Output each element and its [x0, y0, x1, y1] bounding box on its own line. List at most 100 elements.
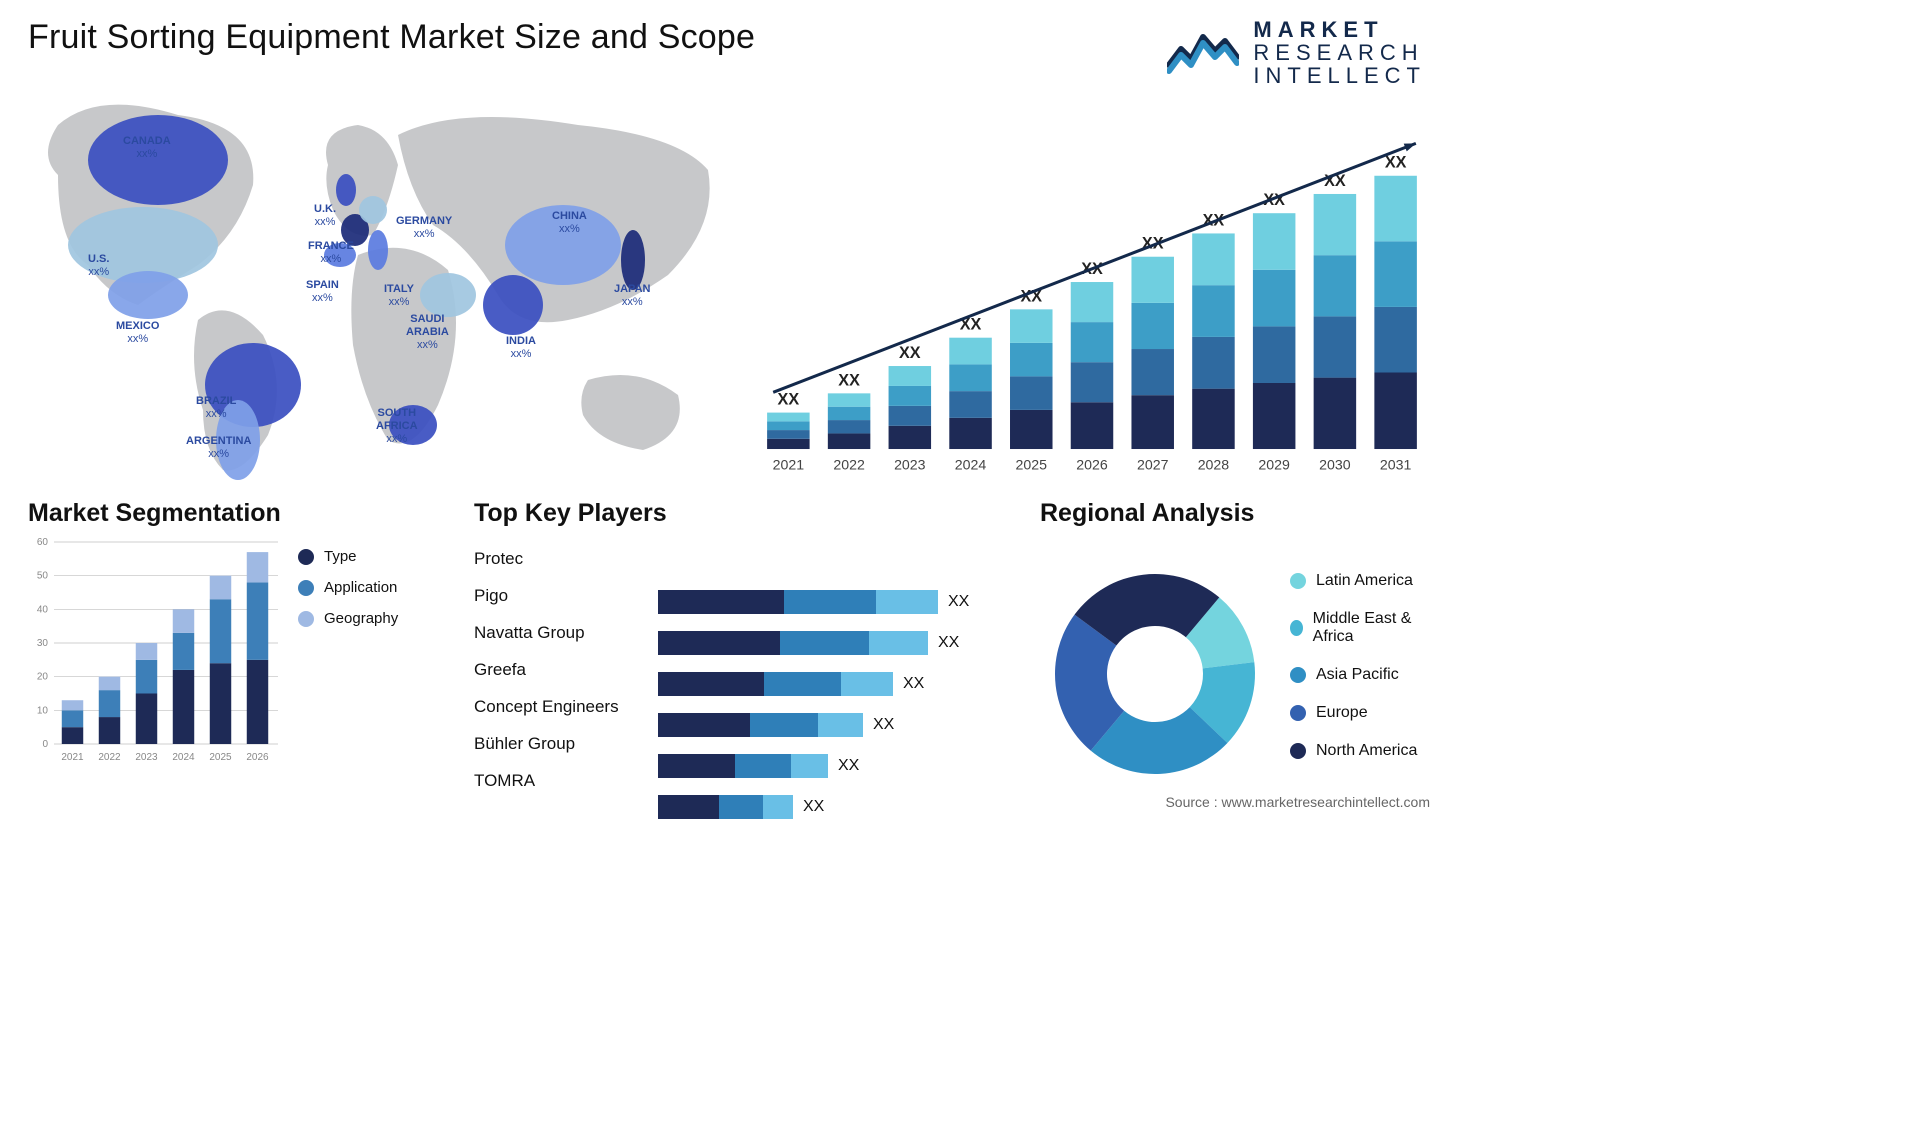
segmentation-title: Market Segmentation: [28, 499, 448, 528]
legend-swatch: [1290, 573, 1306, 589]
map-label-argentina: ARGENTINAxx%: [186, 435, 251, 460]
map-label-germany: GERMANYxx%: [396, 215, 452, 240]
legend-swatch: [1290, 667, 1306, 683]
map-label-china: CHINAxx%: [552, 210, 587, 235]
regional-legend: Latin America Middle East & Africa Asia Pa…: [1290, 568, 1426, 780]
player-bar-seg: [735, 754, 791, 778]
player-value: XX: [903, 675, 924, 693]
forecast-chart-panel: XX2021XX2022XX2023XX2024XX2025XX2026XX20…: [758, 113, 1426, 485]
seg-legend-application: Application: [298, 579, 398, 596]
player-bar-seg: [780, 631, 869, 655]
legend-label: Latin America: [1316, 572, 1413, 590]
legend-swatch: [298, 549, 314, 565]
player-bar-seg: [784, 590, 876, 614]
player-bar-seg: [764, 672, 842, 696]
player-bar-seg: [658, 672, 764, 696]
region-legend-item: North America: [1290, 742, 1426, 760]
player-bar-seg: [818, 713, 863, 737]
map-label-mexico: MEXICOxx%: [116, 320, 159, 345]
map-label-japan: JAPANxx%: [614, 283, 650, 308]
player-name: Protec: [474, 549, 644, 569]
player-name: Concept Engineers: [474, 697, 644, 717]
brand-logo-mark: [1167, 29, 1239, 77]
forecast-chart-svg: XX2021XX2022XX2023XX2024XX2025XX2026XX20…: [758, 113, 1426, 477]
player-bar-seg: [841, 672, 893, 696]
legend-label: Application: [324, 579, 397, 596]
players-panel: Top Key Players ProtecPigoNavatta GroupG…: [474, 499, 1014, 811]
player-bar-seg: [719, 795, 764, 819]
player-bar: [658, 672, 893, 696]
svg-text:2027: 2027: [1137, 458, 1169, 474]
player-name: Navatta Group: [474, 623, 644, 643]
svg-text:2021: 2021: [773, 458, 805, 474]
svg-text:XX: XX: [838, 372, 860, 390]
regional-panel: Regional Analysis Latin AmericaMiddle Ea…: [1040, 499, 1426, 811]
regional-donut-wrap: [1040, 559, 1270, 789]
svg-text:40: 40: [37, 605, 49, 616]
player-name: Bühler Group: [474, 734, 644, 754]
player-row: [658, 549, 1014, 573]
player-bar-seg: [658, 754, 735, 778]
region-legend-item: Latin America: [1290, 572, 1426, 590]
svg-text:2022: 2022: [833, 458, 865, 474]
player-value: XX: [803, 798, 824, 816]
segmentation-panel: Market Segmentation 01020304050602021202…: [28, 499, 448, 811]
region-legend-item: Middle East & Africa: [1290, 610, 1426, 646]
svg-text:2025: 2025: [209, 752, 232, 763]
player-value: XX: [838, 757, 859, 775]
player-row: XX: [658, 795, 1014, 819]
svg-text:2026: 2026: [1076, 458, 1108, 474]
legend-swatch: [1290, 620, 1303, 636]
legend-swatch: [298, 611, 314, 627]
map-label-brazil: BRAZILxx%: [196, 395, 236, 420]
legend-swatch: [298, 580, 314, 596]
legend-label: Type: [324, 548, 357, 565]
brand-logo: MARKET RESEARCH INTELLECT: [1167, 18, 1426, 87]
brand-line1: MARKET: [1253, 18, 1426, 41]
map-label-france: FRANCExx%: [308, 240, 354, 265]
legend-label: North America: [1316, 742, 1417, 760]
region-legend-item: Europe: [1290, 704, 1426, 722]
svg-text:2028: 2028: [1198, 458, 1230, 474]
svg-text:XX: XX: [899, 344, 921, 362]
map-label-india: INDIAxx%: [506, 335, 536, 360]
player-value: XX: [938, 634, 959, 652]
svg-text:2024: 2024: [955, 458, 987, 474]
players-bars: XX XX XX XX XX XX: [658, 536, 1014, 836]
legend-swatch: [1290, 743, 1306, 759]
map-label-spain: SPAINxx%: [306, 279, 339, 304]
player-bar: [658, 754, 828, 778]
map-label-canada: CANADAxx%: [123, 135, 171, 160]
brand-line3: INTELLECT: [1253, 64, 1426, 87]
map-label-u-k-: U.K.xx%: [314, 203, 336, 228]
svg-text:20: 20: [37, 672, 49, 683]
seg-legend-geography: Geography: [298, 610, 398, 627]
player-bar: [658, 631, 928, 655]
svg-text:2022: 2022: [98, 752, 121, 763]
player-bar: [658, 713, 863, 737]
players-list: ProtecPigoNavatta GroupGreefaConcept Eng…: [474, 536, 644, 836]
source-label: Source : www.marketresearchintellect.com: [1165, 794, 1430, 810]
player-row: XX: [658, 713, 1014, 737]
player-name: Greefa: [474, 660, 644, 680]
svg-text:10: 10: [37, 706, 49, 717]
player-row: XX: [658, 631, 1014, 655]
player-name: TOMRA: [474, 771, 644, 791]
player-bar-seg: [658, 713, 750, 737]
player-value: XX: [948, 593, 969, 611]
legend-label: Asia Pacific: [1316, 666, 1399, 684]
svg-text:30: 30: [37, 638, 49, 649]
svg-text:2030: 2030: [1319, 458, 1351, 474]
svg-text:2024: 2024: [172, 752, 195, 763]
svg-text:XX: XX: [1385, 154, 1407, 172]
player-bar-seg: [869, 631, 928, 655]
players-title: Top Key Players: [474, 499, 1014, 528]
player-bar-seg: [876, 590, 938, 614]
legend-swatch: [1290, 705, 1306, 721]
map-label-italy: ITALYxx%: [384, 283, 414, 308]
player-row: XX: [658, 590, 1014, 614]
map-label-south-africa: SOUTHAFRICAxx%: [376, 407, 418, 445]
svg-text:2026: 2026: [246, 752, 269, 763]
segmentation-chart-svg: 0102030405060202120222023202420252026: [28, 536, 280, 766]
page-title: Fruit Sorting Equipment Market Size and …: [28, 18, 755, 57]
